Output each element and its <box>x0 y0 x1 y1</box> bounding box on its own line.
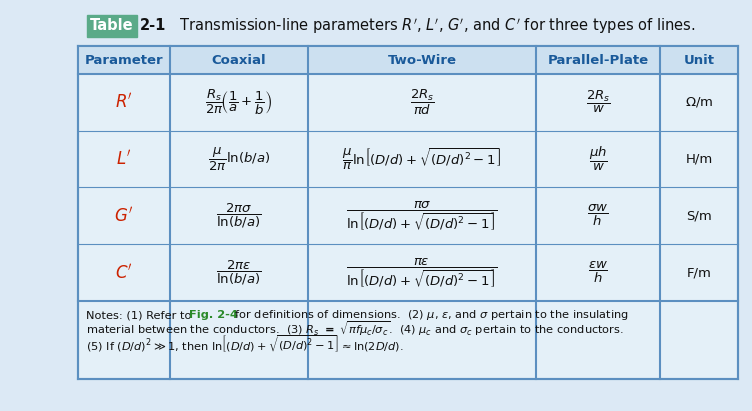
Bar <box>78 46 738 74</box>
Text: $L'$: $L'$ <box>117 150 132 169</box>
Text: 2-1: 2-1 <box>140 18 166 34</box>
Text: Table: Table <box>90 18 134 34</box>
Text: $\Omega$/m: $\Omega$/m <box>685 95 713 109</box>
Text: Parallel-Plate: Parallel-Plate <box>547 53 648 67</box>
Text: $\dfrac{\pi\epsilon}{\ln\!\left[(D/d)+\sqrt{(D/d)^2-1}\right]}$: $\dfrac{\pi\epsilon}{\ln\!\left[(D/d)+\s… <box>346 256 498 289</box>
Text: $C'$: $C'$ <box>115 263 133 282</box>
Text: $\dfrac{\mu}{\pi}\ln\!\left[(D/d)+\sqrt{(D/d)^2-1}\right]$: $\dfrac{\mu}{\pi}\ln\!\left[(D/d)+\sqrt{… <box>342 146 502 172</box>
Text: S/m: S/m <box>686 209 712 222</box>
Text: $R'$: $R'$ <box>115 93 133 112</box>
Text: for definitions of dimensions.  (2) $\mu$, $\epsilon$, and $\sigma$ pertain to t: for definitions of dimensions. (2) $\mu$… <box>231 308 629 322</box>
Bar <box>78 46 738 379</box>
Text: H/m: H/m <box>685 152 713 166</box>
Text: $\dfrac{2R_s}{\pi d}$: $\dfrac{2R_s}{\pi d}$ <box>410 88 435 117</box>
Text: (5) If $(D/d)^2 \gg 1$, then $\ln\!\left[(D/d)+\sqrt{(D/d)^2-1}\right] \approx \: (5) If $(D/d)^2 \gg 1$, then $\ln\!\left… <box>86 334 404 354</box>
Text: $\dfrac{\mu}{2\pi}\ln(b/a)$: $\dfrac{\mu}{2\pi}\ln(b/a)$ <box>208 145 270 173</box>
Text: $\dfrac{\sigma w}{h}$: $\dfrac{\sigma w}{h}$ <box>587 203 608 229</box>
Text: $\dfrac{2R_s}{w}$: $\dfrac{2R_s}{w}$ <box>586 89 611 115</box>
Text: Two-Wire: Two-Wire <box>387 53 456 67</box>
Text: $\dfrac{R_s}{2\pi}\!\left(\dfrac{1}{a}+\dfrac{1}{b}\right)$: $\dfrac{R_s}{2\pi}\!\left(\dfrac{1}{a}+\… <box>205 88 273 117</box>
Text: $\dfrac{\pi\sigma}{\ln\!\left[(D/d)+\sqrt{(D/d)^2-1}\right]}$: $\dfrac{\pi\sigma}{\ln\!\left[(D/d)+\sqr… <box>346 200 498 232</box>
Text: $\dfrac{\mu h}{w}$: $\dfrac{\mu h}{w}$ <box>589 145 608 173</box>
Text: F/m: F/m <box>687 266 711 279</box>
Text: material between the conductors.  (3) $R_s$ $\mathbf{=}$ $\sqrt{\pi f \mu_c/\sig: material between the conductors. (3) $R_… <box>86 320 624 338</box>
Text: Parameter: Parameter <box>85 53 163 67</box>
Text: Coaxial: Coaxial <box>211 53 266 67</box>
Text: Fig. 2-4: Fig. 2-4 <box>189 310 238 320</box>
Text: Transmission-line parameters $R'$, $L'$, $G'$, and $C'$ for three types of lines: Transmission-line parameters $R'$, $L'$,… <box>170 16 695 36</box>
Text: $\dfrac{2\pi\sigma}{\ln(b/a)}$: $\dfrac{2\pi\sigma}{\ln(b/a)}$ <box>217 202 262 230</box>
Text: $\dfrac{2\pi\epsilon}{\ln(b/a)}$: $\dfrac{2\pi\epsilon}{\ln(b/a)}$ <box>217 259 262 287</box>
Text: Unit: Unit <box>684 53 714 67</box>
Text: $G'$: $G'$ <box>114 206 134 225</box>
Text: Notes: (1) Refer to: Notes: (1) Refer to <box>86 310 195 320</box>
Text: $\dfrac{\epsilon w}{h}$: $\dfrac{\epsilon w}{h}$ <box>588 260 608 285</box>
